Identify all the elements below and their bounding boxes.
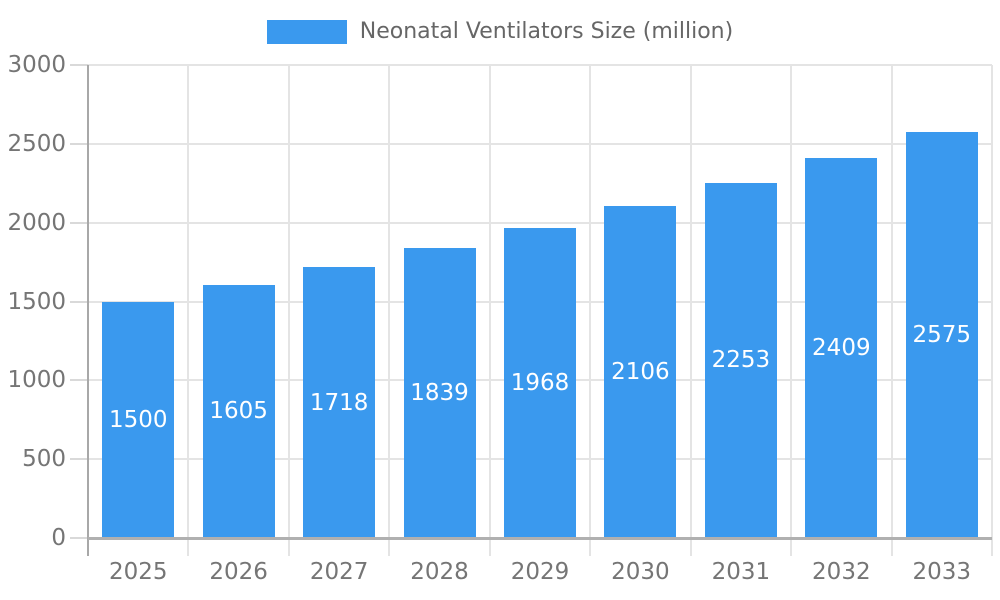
y-tick-label: 2500 [7,130,66,157]
h-gridline [88,64,992,66]
y-axis-tick [70,142,88,145]
bar-value-label: 1839 [410,380,469,407]
legend: Neonatal Ventilators Size (million) [0,19,1000,45]
v-gridline [790,65,793,556]
bar-value-label: 1718 [309,389,369,416]
bar: 2253 [704,182,777,538]
v-gridline [388,65,391,556]
y-tick-label: 1500 [7,288,66,315]
bar-value-label: 2575 [912,321,972,348]
v-gridline [689,65,692,556]
bar-value-label: 1968 [510,369,570,396]
y-tick-label: 3000 [7,52,66,78]
bar: 1718 [303,267,376,538]
bar: 1839 [403,248,476,538]
y-tick-label: 2000 [7,209,66,236]
bar-value-label: 2409 [812,335,871,362]
h-gridline [88,221,992,224]
x-tick-label: 2027 [309,559,369,585]
bar: 1968 [504,227,576,538]
y-axis-tick [70,221,88,224]
x-tick-label: 2025 [108,559,168,585]
y-tick-label: 500 [22,446,66,473]
v-gridline [890,65,893,556]
x-tick-label: 2029 [510,559,570,585]
x-tick-label: 2032 [812,559,871,585]
y-axis-tick [70,379,88,382]
y-axis-tick [70,300,88,303]
bar: 2409 [805,158,878,538]
y-tick-label: 1000 [7,367,66,394]
bar-value-label: 1500 [108,406,168,433]
x-tick-label: 2028 [410,559,469,585]
x-tick-label: 2026 [209,559,268,585]
x-tick-label: 2033 [912,559,972,585]
v-gridline [287,65,290,556]
v-gridline [488,65,491,556]
v-gridline [589,65,592,556]
y-axis-tick [70,458,88,461]
y-axis-tick [70,537,88,539]
y-tick-label: 0 [51,525,66,551]
bar: 2106 [604,205,677,538]
x-axis-line [88,537,992,540]
y-axis-line [87,65,89,556]
x-tick-label: 2031 [711,559,771,585]
bar-value-label: 2106 [611,358,670,385]
bar: 2575 [905,132,978,538]
legend-label: Neonatal Ventilators Size (million) [359,19,734,44]
legend-item[interactable]: Neonatal Ventilators Size (million) [266,19,734,45]
v-gridline [991,65,993,556]
bar-value-label: 1605 [209,398,268,425]
legend-swatch-icon [266,20,347,44]
y-axis-tick [70,64,88,66]
bar: 1605 [202,284,275,538]
bar-value-label: 2253 [711,347,771,374]
bar: 1500 [102,301,175,538]
h-gridline [88,142,992,145]
x-tick-label: 2030 [611,559,670,585]
v-gridline [187,65,190,556]
